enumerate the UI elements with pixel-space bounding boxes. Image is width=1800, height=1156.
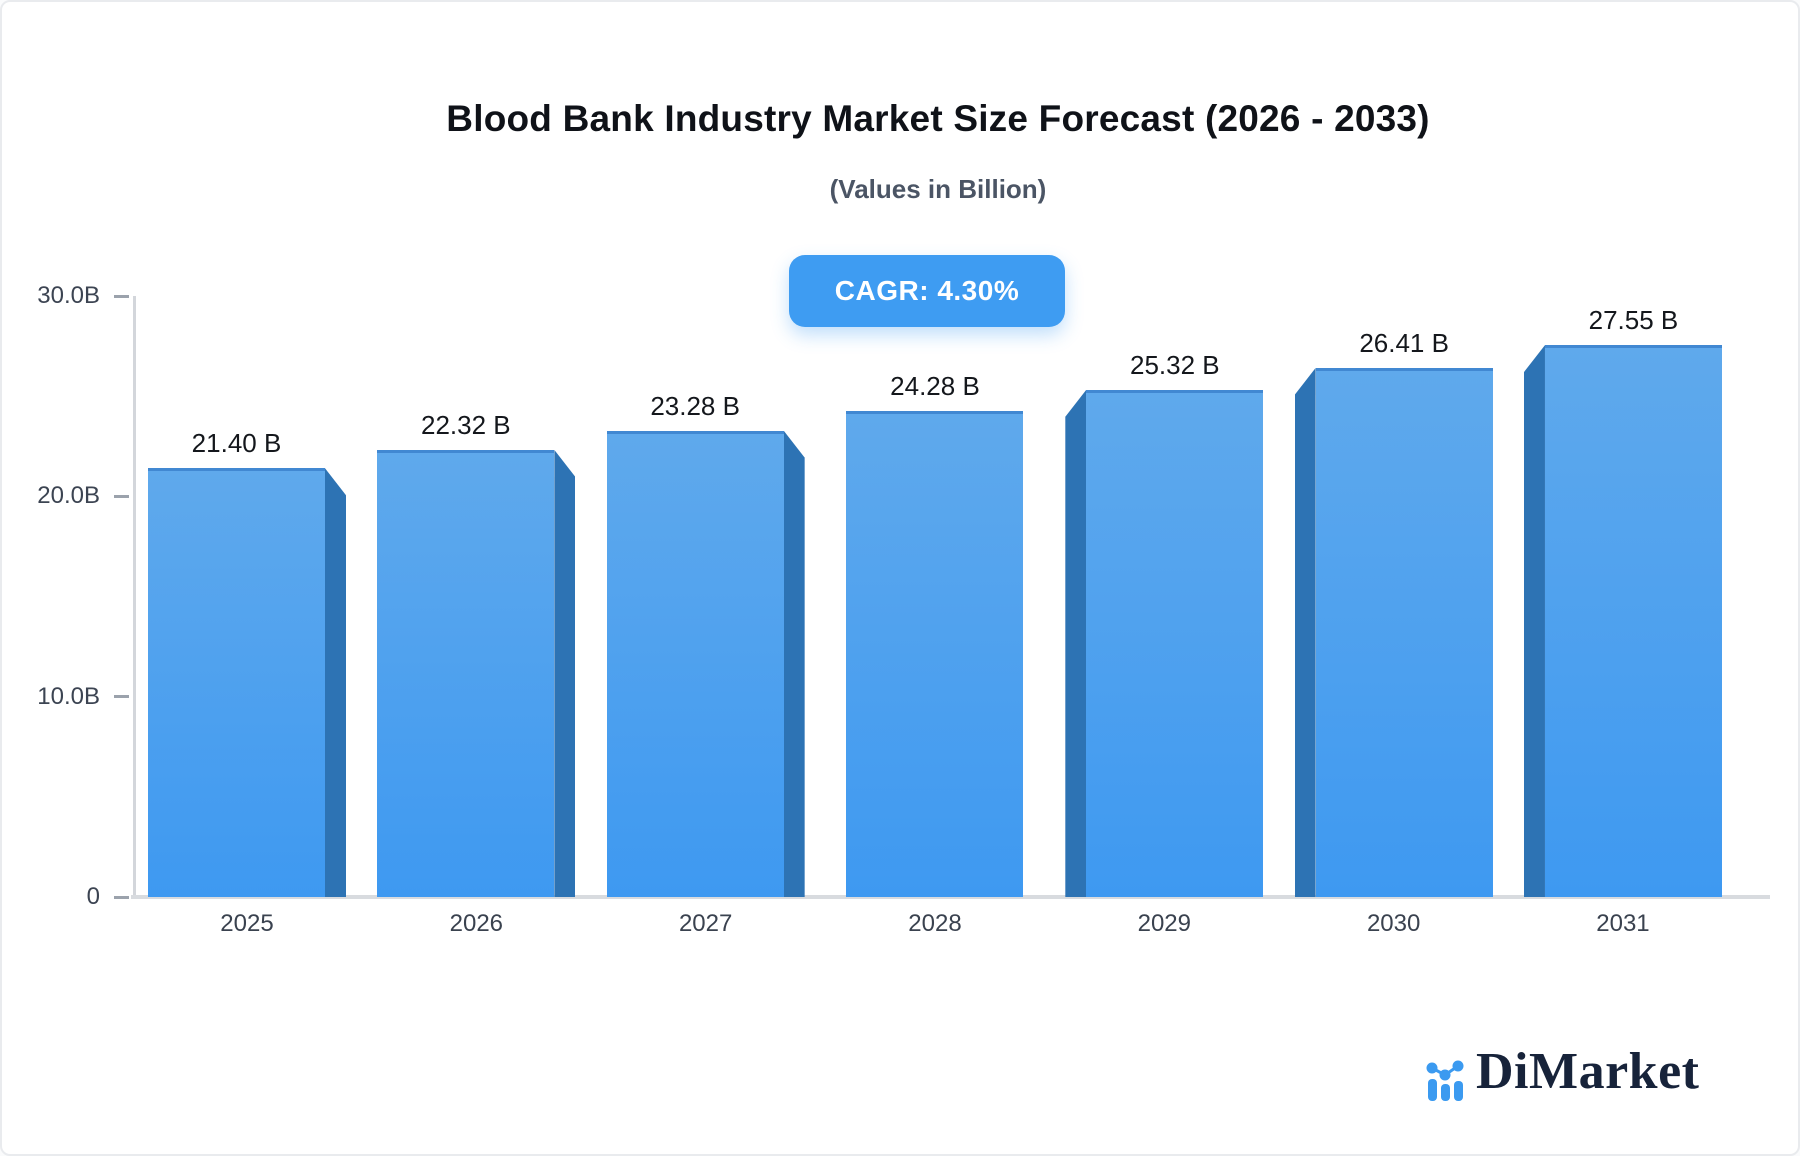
- bar-2027: [606, 430, 805, 897]
- y-axis-tick-label: 0: [86, 883, 100, 910]
- y-axis-tick: [114, 695, 129, 699]
- bar-face: [148, 468, 325, 897]
- bar-value-label: 26.41 B: [1359, 327, 1449, 358]
- brand-logo: DiMarket: [1426, 1028, 1726, 1102]
- cagr-badge: CAGR: 4.30%: [789, 255, 1065, 327]
- bar-side-face: [554, 449, 576, 897]
- y-axis-tick-label: 30.0B: [37, 282, 100, 309]
- bar-face: [1086, 389, 1264, 897]
- x-axis-label: 2031: [1596, 910, 1650, 937]
- bar-face: [1315, 367, 1493, 897]
- bar-value-label: 21.40 B: [191, 428, 282, 459]
- bar-face: [606, 430, 784, 897]
- x-axis: [131, 895, 1770, 899]
- bar-face: [377, 449, 555, 897]
- bar-2031: [1523, 345, 1722, 897]
- x-axis-label: 2026: [449, 910, 504, 937]
- bar-value-label: 24.28 B: [890, 370, 980, 401]
- bar-face: [846, 410, 1024, 897]
- x-axis-label: 2029: [1137, 910, 1191, 937]
- chart-title: Blood Bank Industry Market Size Forecast…: [446, 98, 1430, 139]
- y-axis-tick-label: 10.0B: [37, 682, 100, 710]
- bar-side-face: [1294, 367, 1316, 897]
- x-axis-label: 2030: [1366, 910, 1421, 937]
- y-axis-tick: [114, 895, 129, 899]
- y-axis: [133, 296, 136, 899]
- x-axis-label: 2025: [220, 910, 274, 937]
- bar-value-label: 25.32 B: [1129, 349, 1220, 380]
- bar-face: [1544, 345, 1722, 897]
- bar-side-face: [783, 430, 805, 897]
- y-axis-tick: [114, 294, 129, 298]
- brand-name: DiMarket: [1476, 1043, 1700, 1100]
- y-axis-tick: [114, 494, 129, 498]
- bar-side-face: [1523, 345, 1545, 897]
- cagr-badge-label: CAGR: 4.30%: [834, 275, 1020, 306]
- chart-subtitle: (Values in Billion): [829, 174, 1047, 204]
- bar-value-label: 22.32 B: [421, 409, 511, 440]
- bar-side-face: [325, 468, 346, 897]
- bar-2028: [836, 410, 1034, 897]
- bar-chart-trend-icon: [1426, 1060, 1464, 1101]
- x-axis-label: 2027: [678, 910, 733, 937]
- bar-value-label: 27.55 B: [1588, 305, 1679, 336]
- bar-2026: [377, 449, 576, 897]
- bar-2030: [1294, 367, 1493, 897]
- bar-2025: [148, 468, 346, 897]
- bar-value-label: 23.28 B: [650, 390, 740, 421]
- y-axis-tick-label: 20.0B: [37, 482, 100, 510]
- bar-side-face: [1065, 389, 1087, 897]
- bar-2029: [1065, 389, 1264, 897]
- x-axis-label: 2028: [908, 910, 962, 937]
